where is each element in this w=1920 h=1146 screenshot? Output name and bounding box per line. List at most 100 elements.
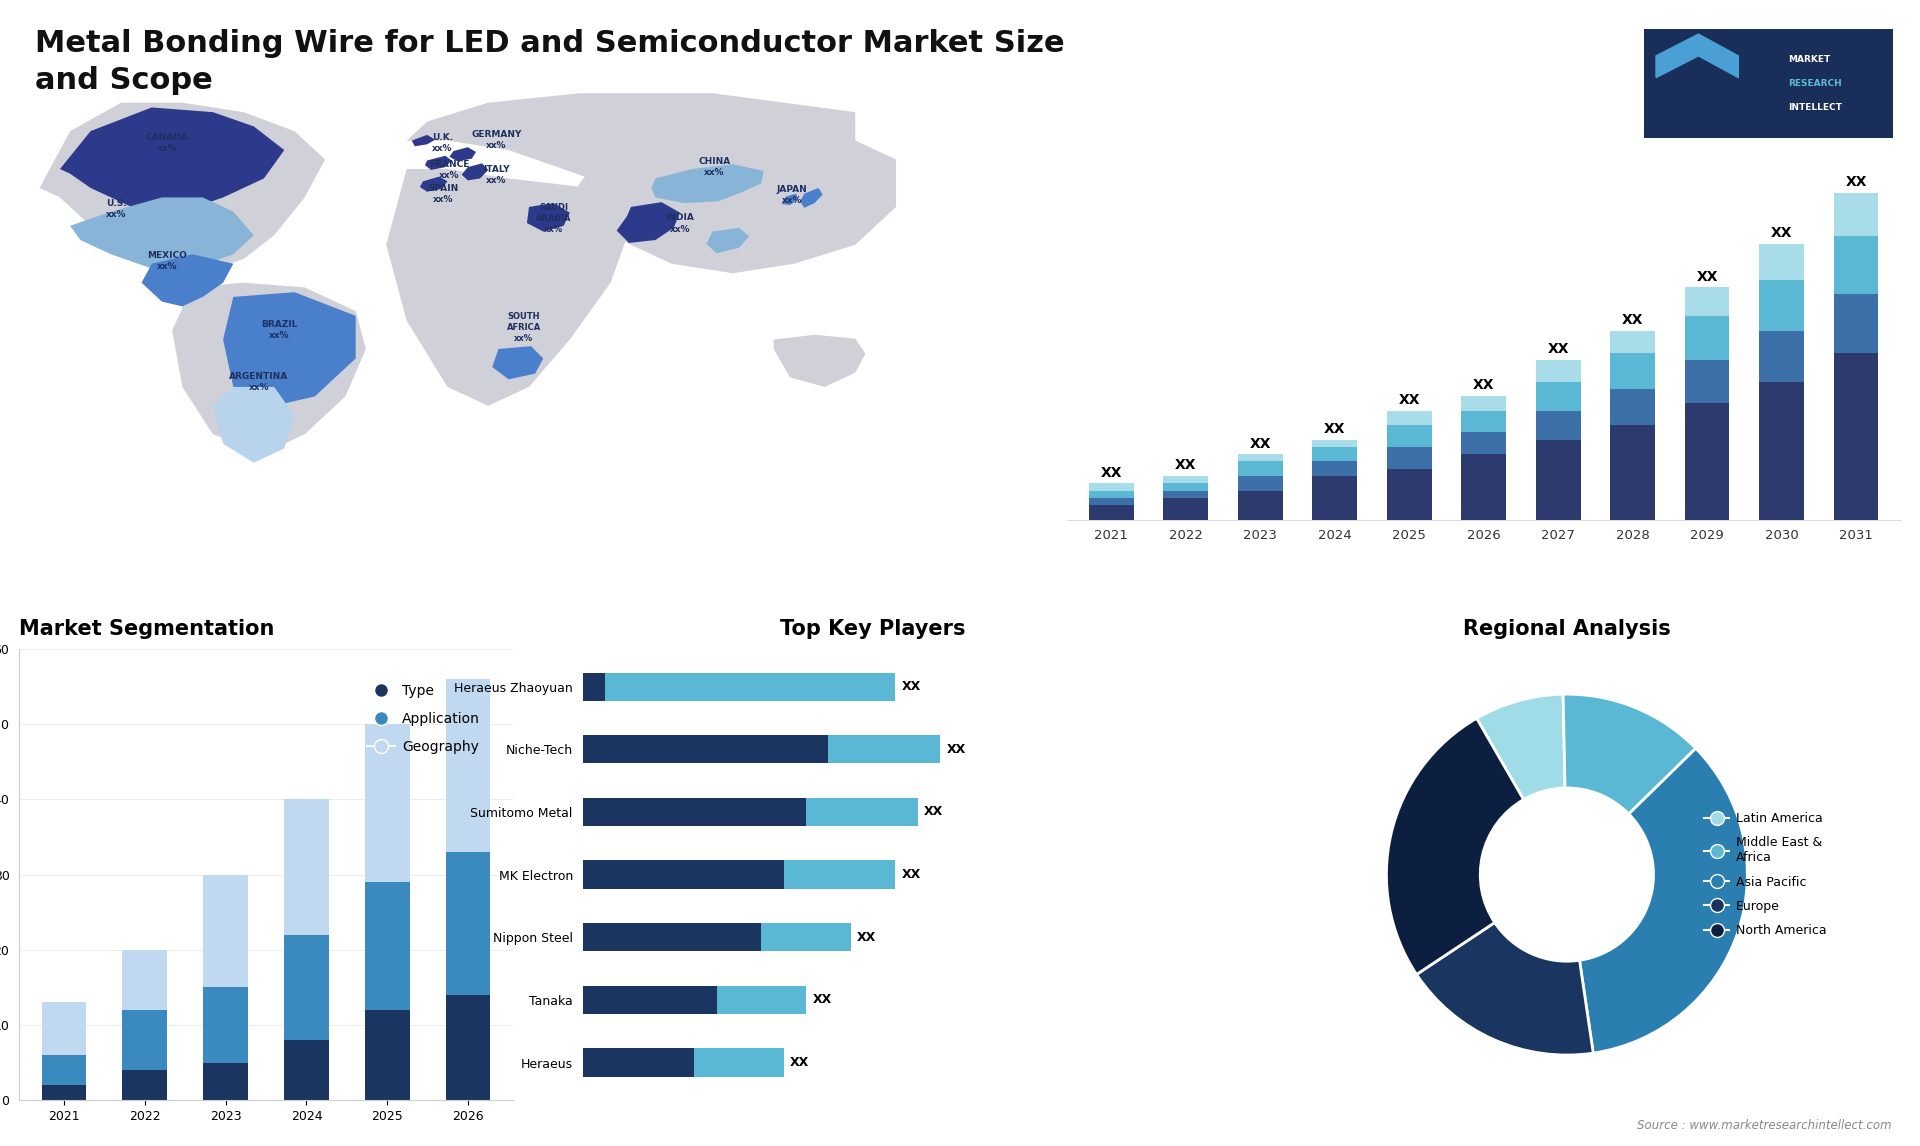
Bar bbox=[1386, 469, 1432, 519]
Legend: Type, Application, Geography: Type, Application, Geography bbox=[361, 678, 486, 760]
Wedge shape bbox=[1476, 694, 1565, 800]
Bar bbox=[1759, 331, 1805, 382]
Text: Metal Bonding Wire for LED and Semiconductor Market Size
and Scope: Metal Bonding Wire for LED and Semicondu… bbox=[35, 29, 1064, 95]
Text: XX: XX bbox=[902, 680, 922, 693]
Polygon shape bbox=[386, 93, 854, 188]
Bar bbox=[204, 988, 248, 1062]
Bar bbox=[1313, 447, 1357, 462]
Text: Source : www.marketresearchintellect.com: Source : www.marketresearchintellect.com bbox=[1636, 1120, 1891, 1132]
Polygon shape bbox=[1655, 34, 1738, 78]
Text: XX: XX bbox=[1100, 465, 1121, 480]
Polygon shape bbox=[71, 197, 253, 268]
Bar bbox=[1386, 425, 1432, 447]
Text: SAUDI
ARABIA
xx%: SAUDI ARABIA xx% bbox=[536, 203, 570, 234]
Text: XX: XX bbox=[947, 743, 966, 755]
Polygon shape bbox=[60, 108, 284, 212]
Polygon shape bbox=[570, 121, 897, 273]
Bar bbox=[42, 1003, 86, 1055]
Bar bbox=[582, 986, 716, 1014]
Text: XX: XX bbox=[812, 994, 831, 1006]
Text: XX: XX bbox=[1548, 343, 1569, 356]
Bar bbox=[1089, 505, 1133, 519]
Text: ARGENTINA
xx%: ARGENTINA xx% bbox=[228, 372, 288, 392]
Bar bbox=[1386, 410, 1432, 425]
Legend: Latin America, Middle East &
Africa, Asia Pacific, Europe, North America: Latin America, Middle East & Africa, Asi… bbox=[1699, 807, 1832, 942]
Bar bbox=[1686, 288, 1730, 316]
Bar bbox=[365, 1010, 409, 1100]
Text: U.S.
xx%: U.S. xx% bbox=[106, 199, 127, 219]
Text: XX: XX bbox=[791, 1057, 810, 1069]
Polygon shape bbox=[142, 254, 234, 306]
Bar bbox=[204, 874, 248, 988]
Text: Market Segmentation: Market Segmentation bbox=[19, 619, 275, 639]
Bar bbox=[582, 1049, 695, 1076]
Text: MARKET: MARKET bbox=[1788, 55, 1830, 64]
Bar bbox=[1386, 447, 1432, 469]
Bar bbox=[445, 851, 490, 995]
Bar bbox=[1238, 476, 1283, 490]
Bar bbox=[1313, 462, 1357, 476]
Bar bbox=[1536, 382, 1580, 410]
Text: MEXICO
xx%: MEXICO xx% bbox=[148, 251, 186, 272]
Bar bbox=[582, 798, 806, 826]
Title: Regional Analysis: Regional Analysis bbox=[1463, 619, 1670, 639]
Polygon shape bbox=[461, 164, 488, 180]
Bar bbox=[1536, 410, 1580, 440]
Bar bbox=[1238, 490, 1283, 519]
Bar bbox=[123, 1070, 167, 1100]
Bar bbox=[1461, 410, 1505, 432]
Wedge shape bbox=[1417, 923, 1594, 1055]
Text: XX: XX bbox=[902, 868, 922, 881]
Bar bbox=[284, 935, 328, 1041]
Bar bbox=[42, 1085, 86, 1100]
Bar bbox=[1611, 425, 1655, 519]
Bar bbox=[1164, 484, 1208, 490]
Bar bbox=[716, 986, 806, 1014]
Text: XX: XX bbox=[1250, 437, 1271, 450]
Text: SPAIN
xx%: SPAIN xx% bbox=[428, 183, 459, 204]
Polygon shape bbox=[492, 346, 543, 379]
Bar bbox=[1461, 454, 1505, 519]
Text: XX: XX bbox=[1622, 313, 1644, 327]
Bar bbox=[582, 673, 605, 700]
Bar bbox=[123, 950, 167, 1010]
Bar bbox=[783, 861, 895, 888]
Text: XX: XX bbox=[1398, 393, 1421, 407]
Bar bbox=[1834, 193, 1878, 236]
Bar bbox=[284, 1041, 328, 1100]
Text: XX: XX bbox=[1845, 175, 1866, 189]
Bar bbox=[1834, 353, 1878, 519]
Bar bbox=[1759, 382, 1805, 519]
Text: SOUTH
AFRICA
xx%: SOUTH AFRICA xx% bbox=[507, 312, 541, 344]
Polygon shape bbox=[213, 387, 294, 463]
Text: INTELLECT: INTELLECT bbox=[1788, 102, 1841, 111]
Wedge shape bbox=[1580, 748, 1747, 1053]
Text: XX: XX bbox=[1770, 226, 1793, 240]
Text: XX: XX bbox=[1473, 378, 1494, 392]
Text: XX: XX bbox=[1325, 422, 1346, 435]
Text: ITALY
xx%: ITALY xx% bbox=[484, 165, 509, 185]
Bar bbox=[1759, 244, 1805, 280]
Bar bbox=[1611, 331, 1655, 353]
Polygon shape bbox=[223, 292, 355, 406]
Title: Top Key Players: Top Key Players bbox=[780, 619, 966, 639]
Polygon shape bbox=[173, 283, 367, 453]
Polygon shape bbox=[386, 168, 632, 406]
Polygon shape bbox=[801, 188, 822, 207]
Bar bbox=[1686, 403, 1730, 519]
Bar bbox=[582, 861, 783, 888]
Polygon shape bbox=[781, 194, 799, 205]
Text: RESEARCH: RESEARCH bbox=[1788, 79, 1841, 87]
Text: XX: XX bbox=[1697, 269, 1718, 283]
Bar bbox=[365, 882, 409, 1010]
Text: JAPAN
xx%: JAPAN xx% bbox=[778, 185, 808, 205]
Bar bbox=[1759, 280, 1805, 331]
Bar bbox=[284, 800, 328, 935]
Bar bbox=[1686, 360, 1730, 403]
Polygon shape bbox=[411, 135, 436, 147]
Text: U.K.
xx%: U.K. xx% bbox=[432, 133, 453, 154]
Bar bbox=[1089, 490, 1133, 497]
Bar bbox=[760, 924, 851, 951]
Bar bbox=[42, 1055, 86, 1085]
Bar bbox=[1238, 462, 1283, 476]
